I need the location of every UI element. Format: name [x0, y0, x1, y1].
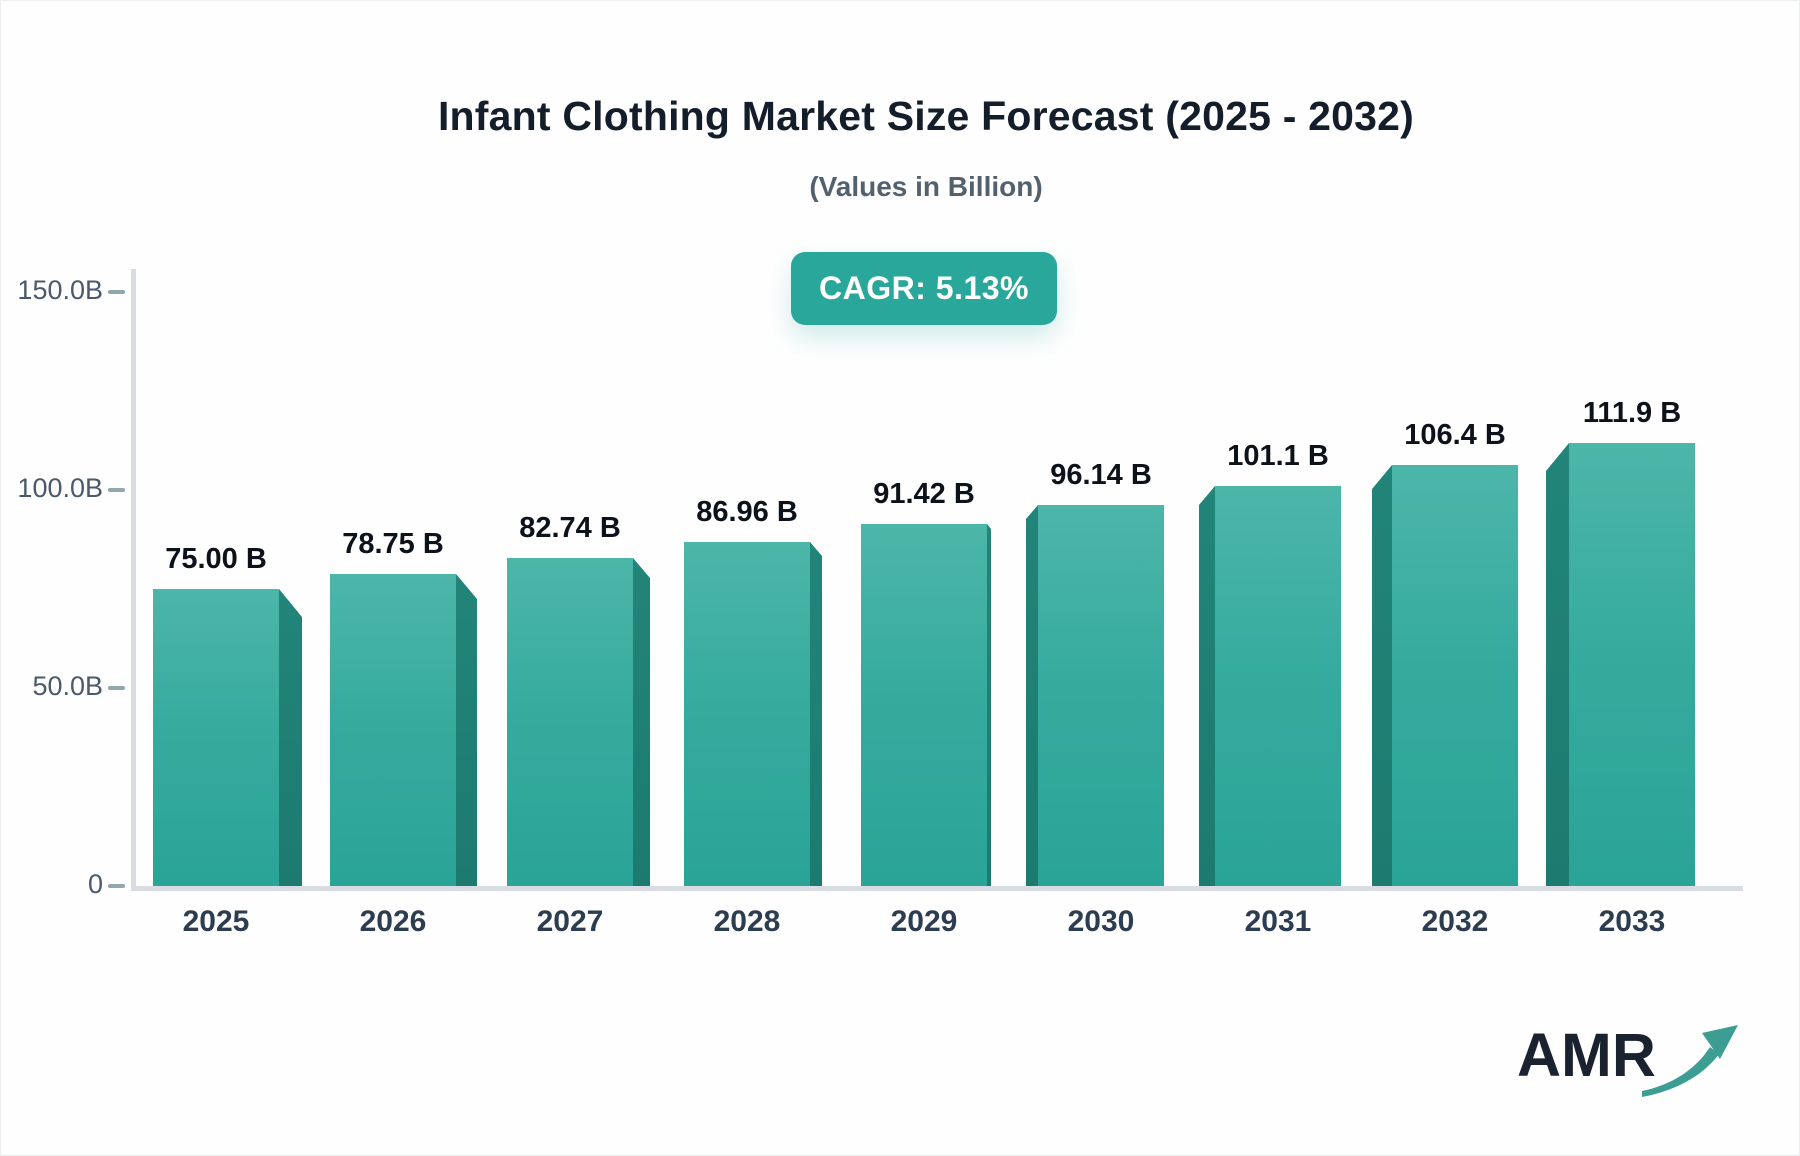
bar-2027[interactable] — [507, 558, 633, 886]
y-tick-label: 0 — [87, 869, 103, 899]
bar-side-face-2027 — [633, 558, 650, 886]
bar-2030[interactable] — [1038, 505, 1164, 886]
chart-title: Infant Clothing Market Size Forecast (20… — [437, 93, 1415, 139]
cagr-badge: CAGR: 5.13% — [791, 252, 1057, 325]
bar-value-label: 75.00 B — [165, 543, 267, 575]
bar-value-label: 78.75 B — [342, 528, 444, 560]
bar-side-face-2029 — [987, 524, 991, 886]
x-axis-label-2030: 2030 — [1067, 905, 1135, 938]
bar-side-face-2025 — [279, 589, 302, 886]
y-tick-mark — [108, 290, 125, 294]
bar-side-face-2026 — [456, 574, 477, 886]
y-tick-label: 100.0B — [17, 473, 103, 503]
bar-2029[interactable] — [861, 524, 987, 886]
x-axis-label-2025: 2025 — [182, 905, 250, 938]
y-tick-mark — [108, 884, 125, 888]
bar-value-label: 111.9 B — [1582, 397, 1682, 429]
bar-2032[interactable] — [1392, 465, 1518, 886]
growth-arrow-icon — [1641, 1025, 1738, 1097]
x-axis-label-2028: 2028 — [713, 905, 781, 938]
bar-value-label: 82.74 B — [519, 512, 621, 544]
bar-side-face-2030 — [1026, 505, 1038, 886]
bar-2028[interactable] — [684, 542, 810, 886]
chart-subtitle: (Values in Billion) — [809, 171, 1043, 202]
y-tick-label: 50.0B — [32, 671, 103, 701]
x-axis-label-2029: 2029 — [890, 905, 958, 938]
bar-2025[interactable] — [153, 589, 279, 886]
amr-logo-text: AMR — [1517, 1021, 1656, 1089]
y-axis-line — [131, 269, 136, 891]
bar-2033[interactable] — [1569, 443, 1695, 886]
bar-value-label: 86.96 B — [696, 496, 798, 528]
y-tick-label: 150.0B — [17, 275, 103, 305]
bar-value-label: 106.4 B — [1404, 419, 1506, 451]
y-tick-mark — [108, 686, 125, 690]
x-axis-label-2027: 2027 — [536, 905, 604, 938]
x-axis-label-2031: 2031 — [1244, 905, 1312, 938]
bar-side-face-2031 — [1199, 486, 1215, 886]
bar-value-label: 101.1 B — [1227, 440, 1329, 472]
bar-side-face-2032 — [1372, 465, 1392, 886]
x-axis-label-2026: 2026 — [359, 905, 427, 938]
x-axis-label-2033: 2033 — [1598, 905, 1666, 938]
x-axis-line — [131, 886, 1743, 891]
bar-side-face-2033 — [1546, 443, 1569, 886]
bar-value-label: 91.42 B — [873, 478, 975, 510]
bar-2026[interactable] — [330, 574, 456, 886]
bar-value-label: 96.14 B — [1050, 459, 1152, 491]
y-tick-mark — [108, 488, 125, 492]
bar-side-face-2028 — [810, 542, 822, 886]
amr-logo: AMR — [1517, 1025, 1744, 1103]
x-axis-label-2032: 2032 — [1421, 905, 1489, 938]
bar-2031[interactable] — [1215, 486, 1341, 886]
